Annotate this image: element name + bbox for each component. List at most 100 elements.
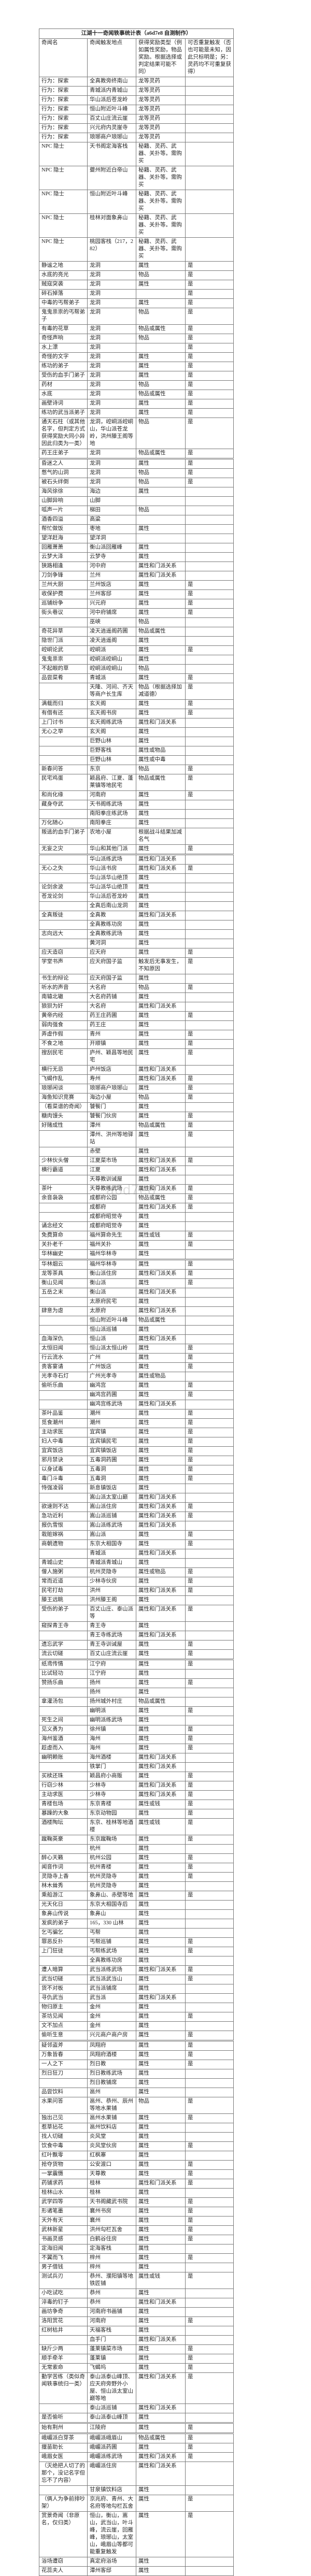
table-cell: 属性或物品 <box>136 1372 186 1381</box>
table-cell: 洪州滕王阁 <box>87 1595 136 1605</box>
table-cell: 文不加点 <box>39 2021 88 2031</box>
table-row: 一人之下 烈日教 属性是 <box>39 2060 234 2069</box>
table-cell: 白鹤谷住房 <box>87 2235 136 2244</box>
table-cell: 幽明赖账 <box>39 1753 88 1763</box>
table-cell: 是 <box>185 699 234 709</box>
table-cell <box>185 166 234 190</box>
table-cell: 铁掌门 <box>87 1762 136 1772</box>
table-cell: 华山和其他门派 <box>87 844 136 855</box>
table-cell: 属性 <box>136 1259 186 1270</box>
table-cell: 少林寺 <box>87 1790 136 1800</box>
table-cell: 流云切磋 <box>39 1649 88 1660</box>
table-cell: 是 <box>185 1809 234 1819</box>
table-cell: 华山派后苍龙岭 <box>87 892 136 902</box>
table-cell: 是 <box>185 1093 234 1103</box>
table-row: 药王庄弟子 龙洞 物品或属性是 <box>39 449 234 459</box>
table-cell <box>185 2413 234 2423</box>
table-cell: 属性 <box>136 458 186 469</box>
table-cell: 是 <box>185 1530 234 1540</box>
table-row: 巫峡 物品 <box>39 617 234 627</box>
table-row: 无心之失 华山派书房 属性和门派关系是 <box>39 864 234 874</box>
table-cell: 属性和门派关系 <box>136 1965 186 1975</box>
table-cell: 听水的声音 <box>39 983 88 993</box>
table-cell: 河南府书画铺 <box>87 2307 136 2317</box>
table-cell: 河中府铺席 <box>87 608 136 618</box>
table-cell <box>185 1297 234 1307</box>
table-cell: 江宁府 <box>87 1669 136 1679</box>
table-cell: 属性 <box>136 636 186 646</box>
table-cell <box>185 543 234 553</box>
table-cell: 万化随心 <box>39 818 88 828</box>
table-cell <box>185 2307 234 2317</box>
table-cell: 受伤的弟子 <box>39 1605 88 1622</box>
table-cell: 玄天阁 <box>87 727 136 737</box>
table-row: 勤学苦练（类似奇闻轶事统归一类） 泰山派泰山峰顶、应天府旁野外小屋、恒山派太室山巅… <box>39 2372 234 2404</box>
table-cell: 武当派铺席 <box>87 1984 136 1994</box>
table-cell: 无妄之灾 <box>39 844 88 855</box>
table-cell: 杭州青楼 <box>87 1863 136 1873</box>
table-cell: 行为：探索 <box>39 105 88 114</box>
table-row: 栽赃嫁祸 嵩山派 属性是 <box>39 1530 234 1540</box>
table-cell: 属性和门派关系 <box>136 1605 186 1622</box>
table-cell: 泰山派巡铺 <box>87 2404 136 2413</box>
table-cell: 天书阁藏武书院 <box>87 2197 136 2207</box>
table-cell: 属性 <box>136 1772 186 1781</box>
table-cell <box>185 2326 234 2336</box>
table-cell: 兴元府 <box>87 599 136 609</box>
table-cell: 是 <box>185 1781 234 1791</box>
table-cell: 崆峒派崆峒山 <box>87 664 136 674</box>
table-cell: 海州酒楼 <box>87 1753 136 1763</box>
table-row: （看菜谱的奇闻） 饕餮门 属性 <box>39 1102 234 1112</box>
table-cell: 龙洞 <box>87 449 136 459</box>
table-cell: 发疯的弟子 <box>39 1919 88 1929</box>
table-cell: 属性 <box>136 2307 186 2317</box>
table-cell: 属性和门派关系 <box>136 2335 186 2345</box>
table-cell: 属性 <box>136 1621 186 1631</box>
table-cell: 测试兵刃 <box>39 2272 88 2289</box>
table-cell: 炎风堂伙房 <box>87 2141 136 2151</box>
table-cell: 衡山见闻 <box>39 1278 88 1288</box>
table-cell: 搜刮民宅 <box>39 1048 88 1066</box>
table-cell <box>185 1102 234 1112</box>
table-cell: 茶叶品鉴 <box>39 1409 88 1419</box>
table-cell: 属性 <box>136 487 186 497</box>
table-row: 定海旧闻 定海客栈 属性 <box>39 2244 234 2254</box>
table-cell: 秘籍、灵药、武器、关扑等。需购买 <box>136 142 186 166</box>
table-cell: 饮食中毒 <box>39 2141 88 2151</box>
table-cell: 是 <box>185 1790 234 1800</box>
table-cell: 兴元商户商户房 <box>87 2031 136 2041</box>
table-row: 华林烟云 福州华林寺 属性是 <box>39 1259 234 1270</box>
table-cell: 是 <box>185 352 234 362</box>
table-cell: 奇怪声响 <box>39 334 88 343</box>
table-cell <box>185 1288 234 1298</box>
table-cell <box>39 1688 88 1697</box>
table-cell: 物品或属性 <box>136 324 186 334</box>
table-cell: 属性 <box>136 1428 186 1437</box>
table-row: 青城山史 青城派青城山 属性 <box>39 1558 234 1568</box>
table-cell: 属性 <box>136 699 186 709</box>
table-row: 贼寇突袭 龙洞 属性是 <box>39 280 234 290</box>
table-row: 血手门 属性和门派关系 <box>39 2335 234 2345</box>
table-cell: 学堂书声 <box>39 957 88 974</box>
table-cell: 颖昌府小商贩 <box>87 1772 136 1781</box>
table-cell: 是 <box>185 580 234 590</box>
table-cell <box>185 1484 234 1493</box>
table-cell: 全真后南山龙洞 <box>87 901 136 911</box>
table-cell: 属性和门派关系 <box>136 2452 186 2462</box>
table-row: 鬼鬼祟祟的丐帮弟子 龙洞 物品是 <box>39 308 234 325</box>
table-cell <box>185 1175 234 1185</box>
table-cell: 属性 <box>136 1221 186 1231</box>
table-cell: 属性 <box>136 2050 186 2060</box>
table-cell: 嵩山派巡铺 <box>87 1512 136 1521</box>
table-cell: 属性 <box>136 599 186 609</box>
table-cell: 是 <box>185 948 234 958</box>
table-cell: 狼狈为奸 <box>39 1002 88 1012</box>
table-cell: 属性 <box>136 1175 186 1185</box>
table-cell: 贼寇突袭 <box>39 280 88 290</box>
table-cell <box>185 562 234 571</box>
table-cell: 五毒洞药圃 <box>87 1456 136 1465</box>
table-row: 抢夺货物 公安渡口 属性是 <box>39 2160 234 2170</box>
table-cell: 青楼包场 <box>39 1800 88 1809</box>
table-cell: 天福客栈 <box>87 2326 136 2336</box>
table-cell: 物品 <box>136 380 186 390</box>
